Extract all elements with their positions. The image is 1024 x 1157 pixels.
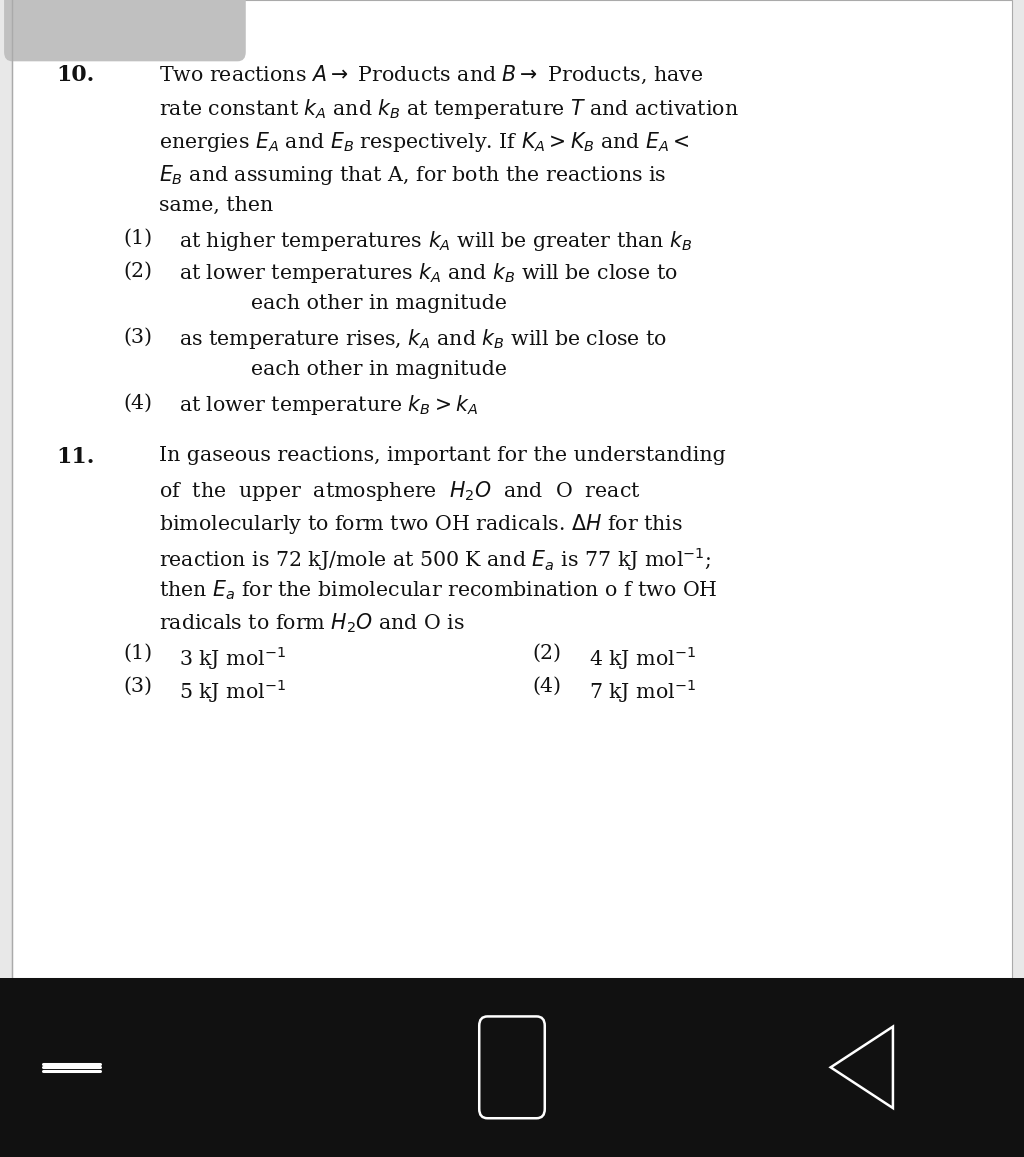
FancyBboxPatch shape bbox=[12, 0, 1012, 978]
Text: radicals to form $H_2O$ and O is: radicals to form $H_2O$ and O is bbox=[159, 611, 465, 634]
Text: 4 kJ mol$^{-1}$: 4 kJ mol$^{-1}$ bbox=[589, 644, 696, 671]
Text: rate constant $k_A$ and $k_B$ at temperature $T$ and activation: rate constant $k_A$ and $k_B$ at tempera… bbox=[159, 97, 738, 120]
Text: 10.: 10. bbox=[56, 64, 94, 86]
Text: (1): (1) bbox=[123, 644, 152, 663]
Text: 3 kJ mol$^{-1}$: 3 kJ mol$^{-1}$ bbox=[179, 644, 287, 671]
FancyBboxPatch shape bbox=[4, 0, 246, 61]
FancyBboxPatch shape bbox=[0, 978, 1024, 1157]
Text: 7 kJ mol$^{-1}$: 7 kJ mol$^{-1}$ bbox=[589, 677, 696, 705]
Text: at lower temperatures $k_A$ and $k_B$ will be close to: at lower temperatures $k_A$ and $k_B$ wi… bbox=[179, 261, 678, 286]
Text: In gaseous reactions, important for the understanding: In gaseous reactions, important for the … bbox=[159, 447, 725, 465]
Text: (3): (3) bbox=[123, 677, 152, 697]
Text: of  the  upper  atmosphere  $H_2O$  and  O  react: of the upper atmosphere $H_2O$ and O rea… bbox=[159, 479, 640, 503]
Text: as temperature rises, $k_A$ and $k_B$ will be close to: as temperature rises, $k_A$ and $k_B$ wi… bbox=[179, 327, 668, 352]
Text: each other in magnitude: each other in magnitude bbox=[251, 360, 507, 379]
Text: (2): (2) bbox=[123, 261, 152, 280]
Text: (3): (3) bbox=[123, 327, 152, 346]
Text: same, then: same, then bbox=[159, 196, 273, 214]
Text: then $E_a$ for the bimolecular recombination o f two OH: then $E_a$ for the bimolecular recombina… bbox=[159, 578, 718, 602]
Text: 5 kJ mol$^{-1}$: 5 kJ mol$^{-1}$ bbox=[179, 677, 287, 705]
Text: Two reactions $A \rightarrow$ Products and $B \rightarrow$ Products, have: Two reactions $A \rightarrow$ Products a… bbox=[159, 64, 702, 86]
Text: bimolecularly to form two OH radicals. $\Delta H$ for this: bimolecularly to form two OH radicals. $… bbox=[159, 513, 683, 536]
Text: reaction is 72 kJ/mole at 500 K and $E_a$ is 77 kJ mol$^{-1}$;: reaction is 72 kJ/mole at 500 K and $E_a… bbox=[159, 545, 711, 573]
Text: (4): (4) bbox=[532, 677, 561, 697]
Text: (4): (4) bbox=[123, 393, 152, 412]
Text: (1): (1) bbox=[123, 229, 152, 248]
Text: (2): (2) bbox=[532, 644, 561, 663]
Text: at higher temperatures $k_A$ will be greater than $k_B$: at higher temperatures $k_A$ will be gre… bbox=[179, 229, 692, 252]
Text: at lower temperature $k_B > k_A$: at lower temperature $k_B > k_A$ bbox=[179, 393, 478, 418]
Text: each other in magnitude: each other in magnitude bbox=[251, 294, 507, 314]
Text: $E_B$ and assuming that A, for both the reactions is: $E_B$ and assuming that A, for both the … bbox=[159, 163, 666, 186]
Text: 11.: 11. bbox=[56, 447, 94, 469]
Text: energies $E_A$ and $E_B$ respectively. If $K_A > K_B$ and $E_A <$: energies $E_A$ and $E_B$ respectively. I… bbox=[159, 130, 689, 154]
